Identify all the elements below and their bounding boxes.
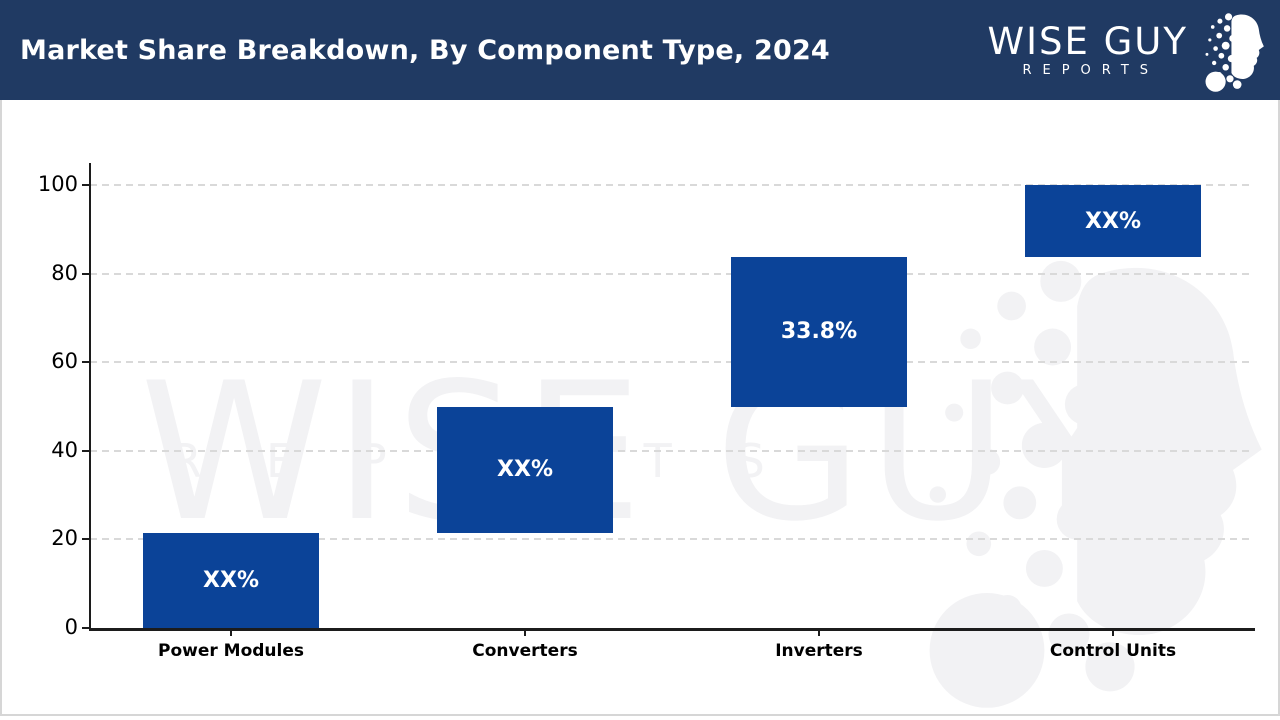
logo-wordmark: WISE GUY: [987, 20, 1188, 63]
y-tick-label: 80: [51, 260, 78, 285]
gridline-20: [90, 538, 1254, 541]
x-tick-label-control-units: Control Units: [1049, 641, 1177, 661]
bar-power-modules: XX%: [143, 532, 319, 628]
y-tick-mark: [82, 627, 90, 629]
gridline-80: [90, 272, 1254, 275]
logo-subtitle: REPORTS: [1022, 63, 1160, 78]
y-tick-label: 100: [37, 172, 78, 197]
y-tick-mark: [82, 449, 90, 452]
wiseguy-logo: WISE GUY REPORTS: [988, 0, 1266, 100]
x-tick-label-inverters: Inverters: [775, 641, 863, 661]
bar-converters: XX%: [437, 406, 613, 533]
bar-value-label-power-modules: XX%: [203, 567, 259, 593]
bar-control-units: XX%: [1025, 185, 1201, 257]
gridline-40: [90, 449, 1254, 452]
x-tick-mark: [524, 630, 526, 636]
y-tick-label: 0: [64, 615, 78, 639]
y-tick-label: 60: [51, 349, 78, 374]
gridline-60: [90, 361, 1254, 364]
y-tick-mark: [82, 272, 90, 275]
bar-inverters: 33.8%: [731, 256, 907, 407]
y-tick-label: 20: [51, 526, 78, 551]
x-tick-mark: [818, 630, 820, 636]
x-tick-mark: [230, 630, 232, 636]
bar-value-label-converters: XX%: [497, 457, 553, 483]
y-tick-mark: [82, 184, 90, 187]
bar-value-label-control-units: XX%: [1085, 208, 1141, 234]
header-bar: Market Share Breakdown, By Component Typ…: [0, 0, 1280, 100]
y-tick-mark: [82, 538, 90, 541]
x-tick-label-converters: Converters: [472, 641, 578, 661]
x-axis-spine: [89, 628, 1255, 631]
y-axis-spine: [89, 163, 91, 630]
x-tick-mark: [1112, 630, 1114, 636]
logo-text: WISE GUY REPORTS: [988, 23, 1188, 77]
x-tick-label-power-modules: Power Modules: [157, 641, 305, 661]
y-tick-label: 40: [51, 437, 78, 462]
gridline-100: [90, 184, 1254, 187]
chart-title: Market Share Breakdown, By Component Typ…: [20, 34, 830, 66]
bar-value-label-inverters: 33.8%: [780, 319, 858, 345]
y-tick-mark: [82, 361, 90, 364]
watermark-wordmark: WISE GUY: [140, 342, 1136, 563]
logo-face-icon: [1205, 13, 1264, 92]
